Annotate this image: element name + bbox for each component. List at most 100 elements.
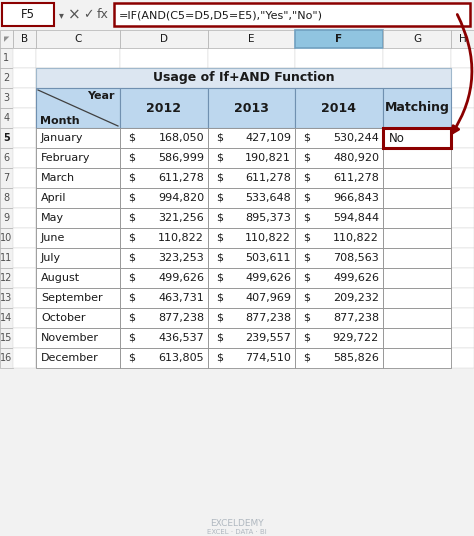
Text: 5: 5 — [3, 133, 10, 143]
Bar — [295, 348, 383, 368]
Text: ▾: ▾ — [59, 10, 64, 20]
Bar — [114, 3, 470, 26]
Text: 895,373: 895,373 — [245, 213, 291, 223]
Text: $: $ — [216, 313, 223, 323]
Bar — [383, 68, 451, 88]
Text: 966,843: 966,843 — [333, 193, 379, 203]
Text: 427,109: 427,109 — [245, 133, 291, 143]
Bar — [13, 328, 36, 348]
Text: $: $ — [303, 233, 310, 243]
Bar — [383, 148, 451, 168]
Bar — [36, 308, 120, 328]
Bar — [2, 3, 54, 26]
Text: 585,826: 585,826 — [333, 353, 379, 363]
Text: July: July — [41, 253, 61, 263]
Text: 503,611: 503,611 — [246, 253, 291, 263]
Bar — [295, 288, 383, 308]
Text: 190,821: 190,821 — [245, 153, 291, 163]
Bar — [208, 208, 295, 228]
Bar — [295, 148, 383, 168]
Bar — [208, 68, 295, 88]
Bar — [120, 108, 208, 128]
Bar — [208, 348, 295, 368]
Text: $: $ — [303, 333, 310, 343]
Bar — [36, 288, 120, 308]
Bar — [120, 48, 208, 68]
Bar — [13, 168, 36, 188]
Bar — [0, 288, 13, 308]
Bar — [0, 328, 13, 348]
Bar — [383, 48, 451, 68]
Text: $: $ — [303, 153, 310, 163]
Text: November: November — [41, 333, 99, 343]
Text: 594,844: 594,844 — [333, 213, 379, 223]
Bar — [36, 88, 120, 128]
Bar — [120, 308, 208, 328]
Text: 323,253: 323,253 — [158, 253, 204, 263]
Text: $: $ — [128, 233, 135, 243]
Bar — [383, 88, 451, 128]
Bar — [208, 88, 295, 128]
Bar — [36, 228, 120, 248]
Bar — [13, 108, 36, 128]
Text: 530,244: 530,244 — [333, 133, 379, 143]
Text: 2012: 2012 — [146, 101, 182, 115]
Bar — [0, 108, 13, 128]
Bar — [383, 268, 451, 288]
Bar — [295, 308, 383, 328]
Text: F5: F5 — [21, 9, 35, 21]
Text: $: $ — [216, 133, 223, 143]
Bar — [451, 30, 474, 48]
Text: August: August — [41, 273, 80, 283]
Text: 463,731: 463,731 — [158, 293, 204, 303]
Bar — [383, 208, 451, 228]
Bar — [451, 108, 474, 128]
Bar — [0, 208, 13, 228]
Bar — [383, 288, 451, 308]
Text: $: $ — [216, 333, 223, 343]
Bar — [208, 328, 295, 348]
Bar — [120, 328, 208, 348]
Bar — [208, 30, 295, 48]
Bar — [120, 148, 208, 168]
Bar — [383, 128, 451, 148]
Bar — [295, 228, 383, 248]
Text: 10: 10 — [0, 233, 13, 243]
Bar — [0, 308, 13, 328]
Bar — [451, 268, 474, 288]
Bar — [36, 248, 120, 268]
Text: $: $ — [128, 213, 135, 223]
Bar — [295, 168, 383, 188]
Bar — [295, 88, 383, 128]
Text: 11: 11 — [0, 253, 13, 263]
Bar — [36, 30, 120, 48]
Bar — [383, 348, 451, 368]
Bar — [120, 348, 208, 368]
Text: 8: 8 — [3, 193, 9, 203]
Bar — [295, 128, 383, 148]
Bar — [0, 228, 13, 248]
Text: 994,820: 994,820 — [158, 193, 204, 203]
Text: 774,510: 774,510 — [245, 353, 291, 363]
Bar — [120, 288, 208, 308]
Bar — [120, 228, 208, 248]
Bar — [36, 188, 120, 208]
Text: 209,232: 209,232 — [333, 293, 379, 303]
Text: 1: 1 — [3, 53, 9, 63]
Text: ×: × — [68, 8, 81, 23]
Text: 877,238: 877,238 — [245, 313, 291, 323]
Text: 407,969: 407,969 — [245, 293, 291, 303]
Bar — [208, 308, 295, 328]
Bar — [120, 68, 208, 88]
Bar — [36, 48, 120, 68]
Bar — [208, 168, 295, 188]
Bar — [451, 128, 474, 148]
Bar — [208, 188, 295, 208]
Bar — [13, 308, 36, 328]
Bar — [0, 248, 13, 268]
Bar — [451, 288, 474, 308]
Bar — [120, 288, 208, 308]
Bar — [208, 328, 295, 348]
Bar — [0, 348, 13, 368]
Bar — [120, 268, 208, 288]
